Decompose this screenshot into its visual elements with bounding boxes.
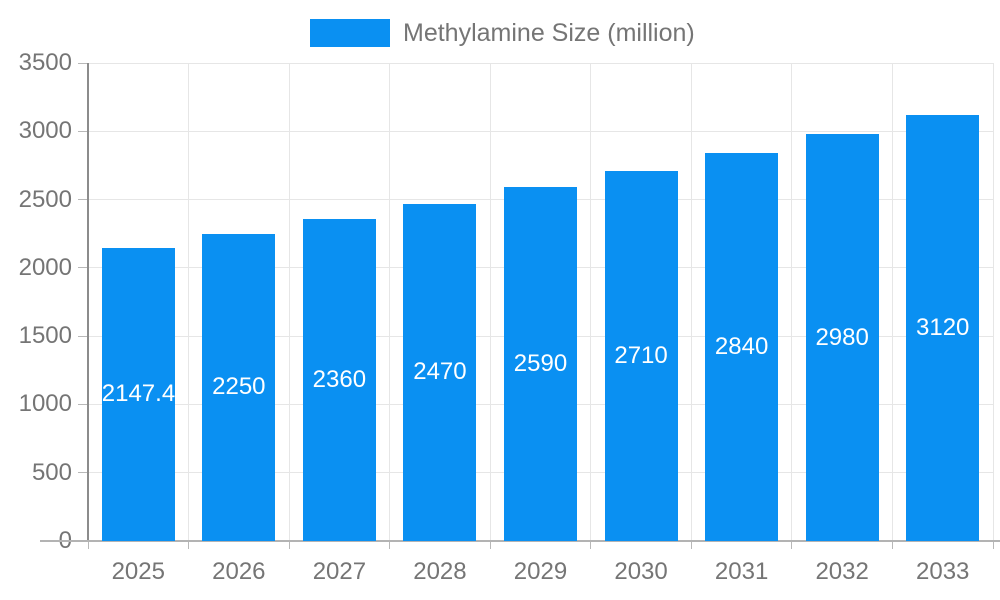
x-tick — [992, 541, 994, 549]
bar-2033 — [906, 114, 980, 541]
x-tick — [389, 541, 391, 549]
bar-value-label: 2590 — [513, 350, 568, 378]
y-axis-label: 3500 — [18, 49, 72, 76]
x-axis-label: 2029 — [513, 558, 568, 585]
x-tick — [188, 541, 190, 549]
y-tick — [78, 130, 88, 132]
bar-value-label: 3120 — [916, 313, 970, 341]
y-tick — [78, 472, 88, 474]
x-axis-label: 2031 — [714, 558, 769, 585]
x-axis-label: 2032 — [815, 558, 869, 585]
bar-2028 — [403, 203, 477, 541]
gridline-v — [891, 63, 893, 541]
y-axis-label: 2000 — [18, 253, 72, 281]
y-axis-label: 500 — [31, 458, 72, 486]
bar-2032 — [805, 134, 879, 541]
bar-2026 — [202, 233, 276, 541]
x-tick — [791, 541, 793, 549]
gridline-h — [88, 130, 993, 132]
bar-value-label: 2470 — [413, 358, 467, 386]
y-tick — [78, 335, 88, 337]
y-axis-label: 3000 — [18, 117, 72, 145]
x-axis-label: 2026 — [212, 558, 266, 585]
y-axis-label: 2500 — [18, 185, 72, 213]
gridline-v — [590, 63, 592, 541]
y-tick — [78, 403, 88, 405]
x-tick — [891, 541, 893, 549]
y-axis-line — [87, 63, 89, 541]
x-axis-label: 2033 — [916, 558, 970, 585]
legend-swatch — [310, 19, 390, 47]
x-tick — [489, 541, 491, 549]
bar-2031 — [705, 153, 779, 541]
gridline-v — [489, 63, 491, 541]
bar-value-label: 2840 — [714, 333, 769, 361]
x-axis-line — [40, 540, 1000, 542]
x-axis-label: 2028 — [413, 558, 467, 585]
x-tick — [87, 541, 89, 549]
bar-value-label: 2250 — [212, 373, 266, 401]
bar-2029 — [504, 187, 577, 541]
y-tick — [78, 267, 88, 269]
x-tick — [690, 541, 692, 549]
bar-value-label: 2980 — [815, 323, 869, 351]
bar-value-label: 2147.4 — [101, 380, 176, 408]
gridline-v — [992, 63, 994, 541]
x-tick — [590, 541, 592, 549]
gridline-v — [690, 63, 692, 541]
bar-value-label: 2360 — [312, 365, 367, 393]
x-axis-label: 2027 — [312, 558, 367, 585]
bar-value-label: 2710 — [614, 341, 668, 369]
x-axis-label: 2025 — [111, 558, 165, 585]
gridline-v — [288, 63, 290, 541]
bar-2027 — [302, 218, 376, 541]
x-tick — [288, 541, 290, 549]
legend-label: Methylamine Size (million) — [403, 19, 695, 47]
y-tick — [78, 199, 88, 201]
gridline-v — [389, 63, 391, 541]
gridline-h — [88, 62, 993, 64]
y-tick — [78, 62, 88, 64]
bar-2025 — [101, 247, 175, 541]
bar-2030 — [604, 170, 678, 541]
gridline-v — [188, 63, 190, 541]
x-axis-label: 2030 — [614, 558, 668, 585]
y-axis-label: 1000 — [18, 390, 72, 418]
y-axis-label: 1500 — [18, 322, 72, 350]
gridline-v — [791, 63, 793, 541]
legend: Methylamine Size (million) — [310, 19, 695, 47]
